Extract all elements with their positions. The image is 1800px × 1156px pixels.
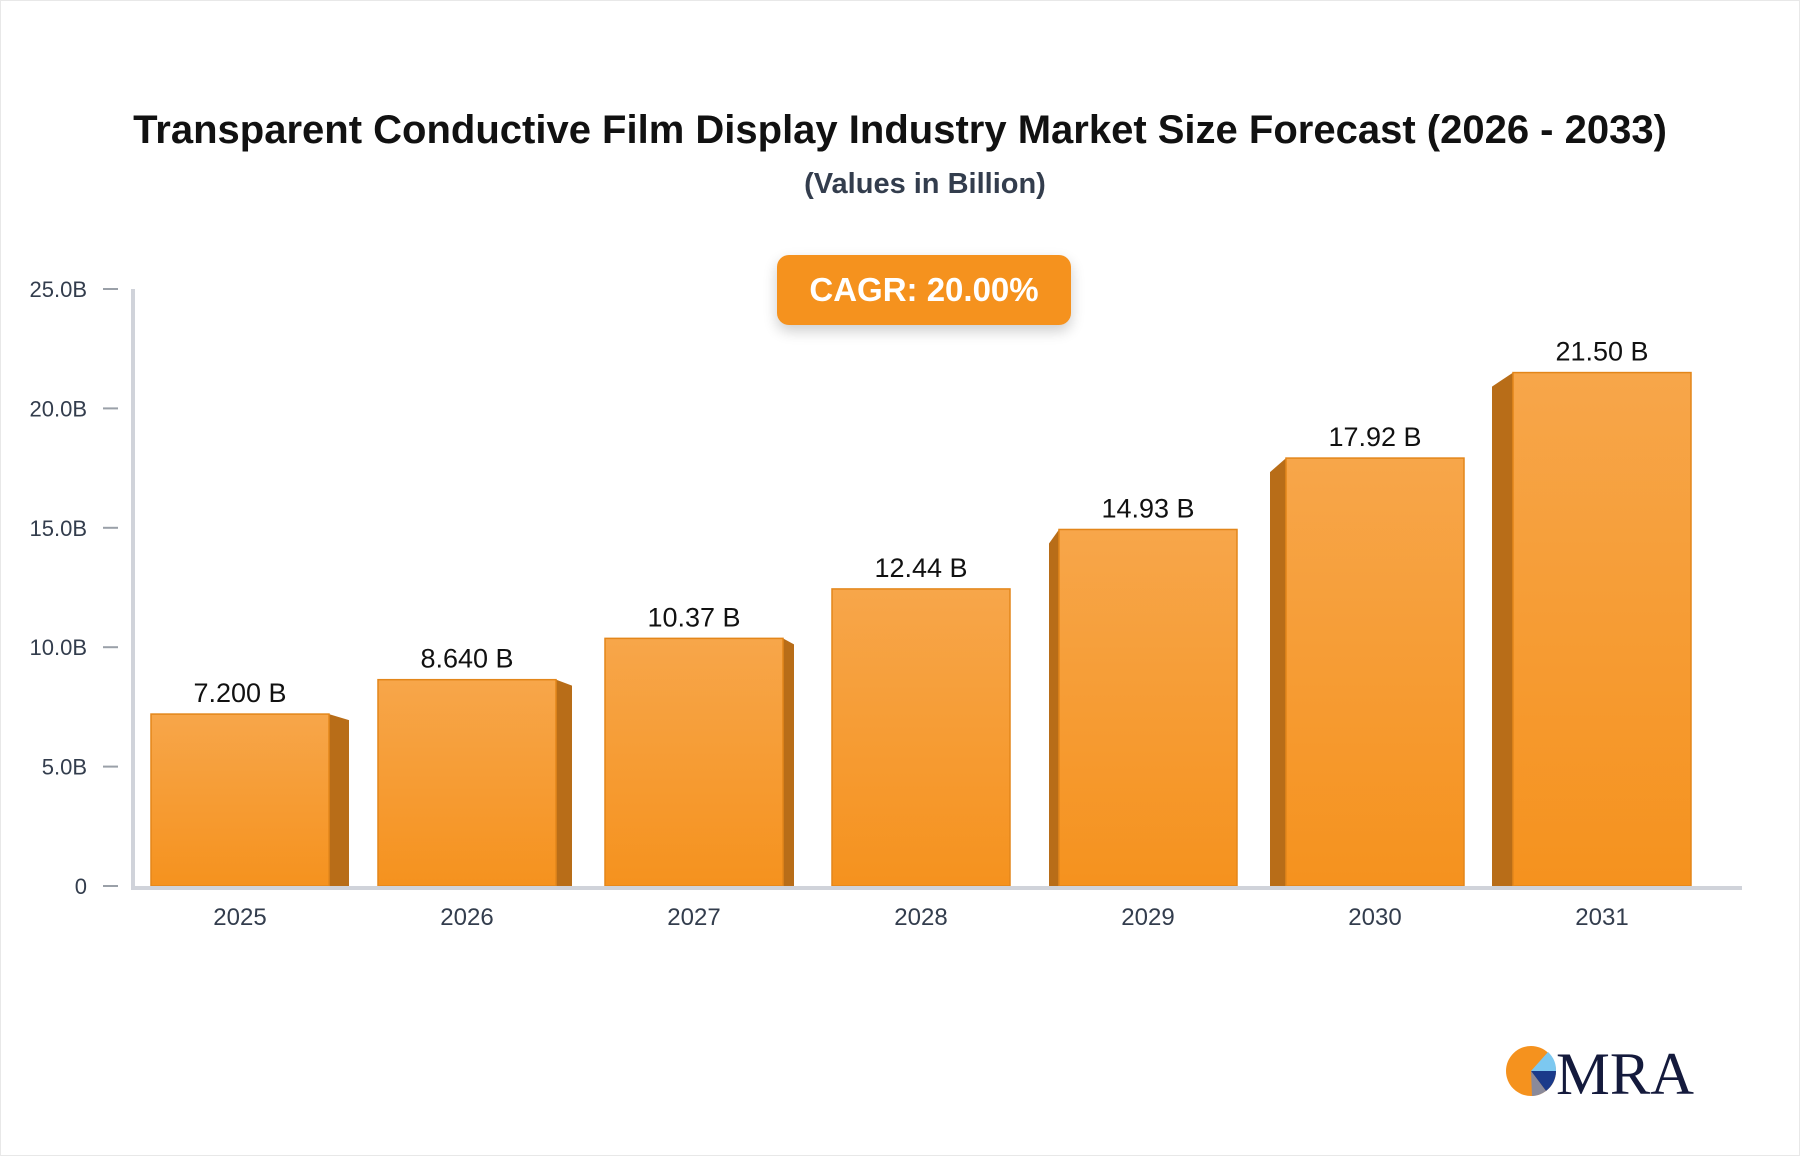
x-tick-label: 2025: [213, 904, 266, 931]
bar-2030: [1285, 457, 1465, 887]
y-tick-label: 5.0B: [42, 755, 87, 780]
data-label: 8.640 B: [420, 644, 513, 674]
bar-side: [1049, 529, 1059, 886]
x-tick-label: 2028: [894, 904, 947, 931]
bar-side: [783, 638, 794, 886]
chart-title: Transparent Conductive Film Display Indu…: [133, 108, 1667, 152]
bar-side: [1270, 458, 1286, 886]
y-tick-label: 15.0B: [30, 516, 88, 541]
bar-side: [329, 714, 349, 886]
x-tick-label: 2026: [440, 904, 493, 931]
bar-2027: [604, 637, 784, 887]
y-tick-label: 10.0B: [30, 635, 88, 660]
data-label: 7.200 B: [193, 678, 286, 708]
data-label: 12.44 B: [874, 553, 967, 583]
bar-2025: [150, 713, 330, 887]
bar-2026: [377, 678, 557, 887]
data-label: 14.93 B: [1101, 493, 1194, 523]
mra-logo: MRA: [1506, 1041, 1694, 1100]
cagr-badge: CAGR: 20.00%: [777, 255, 1071, 325]
x-tick-label: 2031: [1575, 904, 1628, 931]
bar-side: [556, 679, 572, 886]
y-tick-label: 20.0B: [30, 396, 88, 421]
bar-side: [1492, 372, 1513, 887]
chart-subtitle: (Values in Billion): [804, 168, 1046, 200]
data-label: 17.92 B: [1328, 422, 1421, 452]
data-label: 21.50 B: [1555, 337, 1648, 367]
y-tick-label: 25.0B: [30, 277, 88, 302]
x-tick-label: 2030: [1348, 904, 1401, 931]
bar-2029: [1058, 528, 1238, 887]
data-label: 10.37 B: [647, 602, 740, 632]
bar-2031: [1512, 371, 1692, 887]
x-tick-label: 2027: [667, 904, 720, 931]
y-tick-label: 0: [75, 874, 87, 899]
x-tick-label: 2029: [1121, 904, 1174, 931]
bar-2028: [831, 588, 1011, 887]
svg-text:MRA: MRA: [1556, 1041, 1694, 1100]
